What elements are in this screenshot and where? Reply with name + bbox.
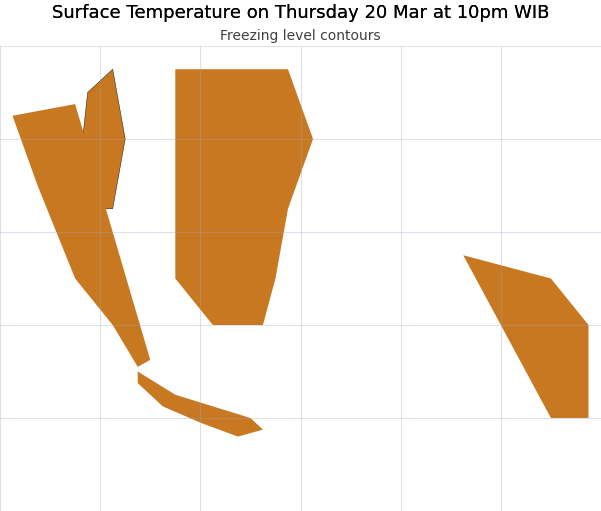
Polygon shape [75,69,125,208]
Polygon shape [138,371,263,436]
Polygon shape [13,104,150,367]
Polygon shape [175,69,313,325]
Polygon shape [463,255,588,418]
Text: Surface Temperature on Thursday 20 Mar at 10pm WIB: Surface Temperature on Thursday 20 Mar a… [52,4,549,22]
Text: Freezing level contours: Freezing level contours [220,29,381,43]
Text: Surface Temperature on Thursday 20 Mar at 10pm WIB: Surface Temperature on Thursday 20 Mar a… [52,4,549,22]
